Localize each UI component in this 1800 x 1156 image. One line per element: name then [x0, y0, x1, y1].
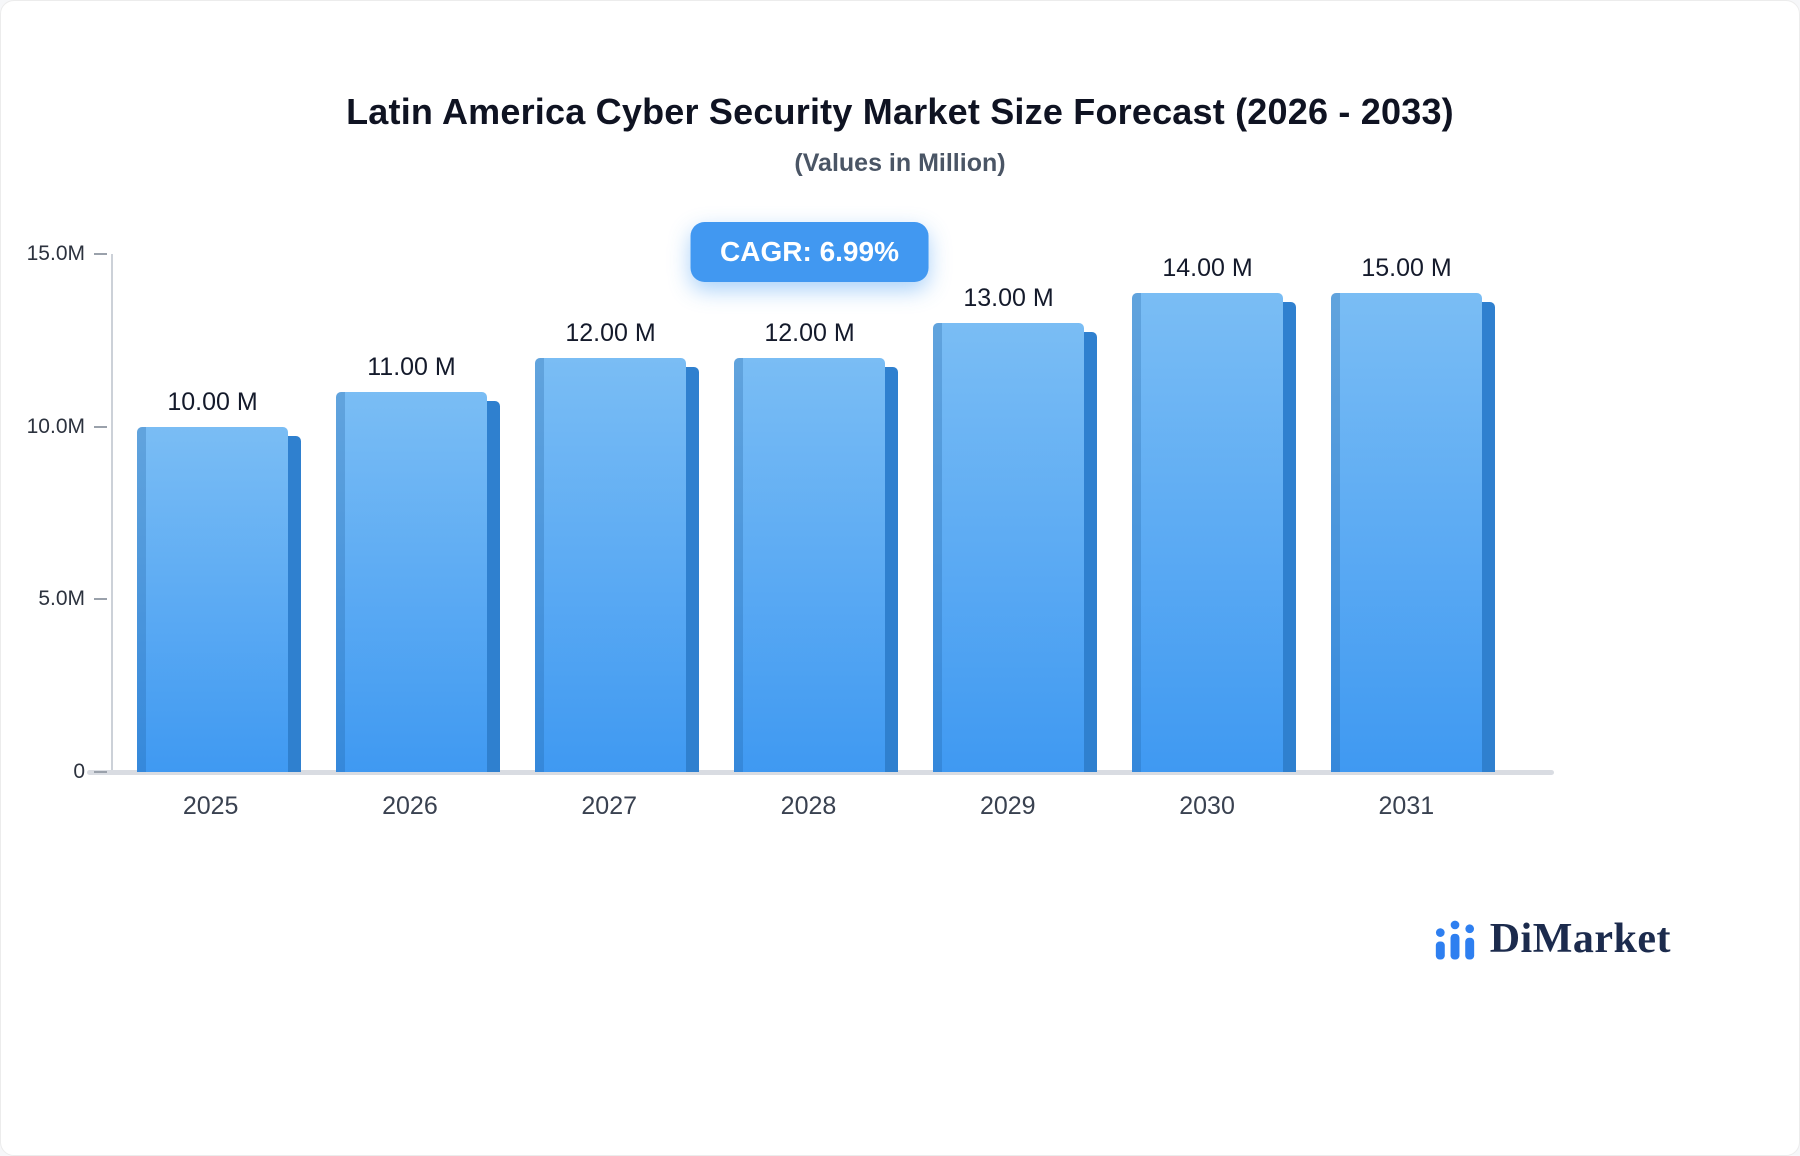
plot-area: CAGR: 6.99% 10.00 M 11.00 M 12.00 M 12.00 M…	[27, 222, 1554, 783]
cagr-badge: CAGR: 6.99%	[690, 222, 929, 282]
bar	[733, 357, 899, 773]
bar-value-label: 14.00 M	[1162, 254, 1253, 282]
chart-title: Latin America Cyber Security Market Size…	[346, 91, 1454, 132]
bar	[534, 357, 700, 773]
x-axis-label: 2027	[581, 792, 638, 820]
y-axis-tick: 5.0M	[1, 587, 107, 611]
chart-subtitle: (Values in Million)	[794, 149, 1006, 177]
x-axis-line	[87, 770, 1554, 775]
y-axis-tick-label: 5.0M	[38, 587, 85, 611]
y-axis-tick-label: 0	[73, 760, 85, 783]
bar-value-label: 10.00 M	[167, 387, 258, 416]
y-axis-tick-mark	[94, 771, 107, 773]
y-axis-tick-mark	[94, 253, 107, 255]
bar-group: 11.00 M	[312, 254, 511, 772]
dimarket-logo: DiMarket	[1432, 915, 1671, 963]
x-axis-label: 2026	[382, 792, 438, 820]
bar	[335, 392, 501, 772]
bar-value-label: 11.00 M	[367, 353, 456, 382]
dimarket-logo-icon	[1435, 920, 1474, 960]
x-axis-label: 2029	[979, 792, 1036, 820]
chart-header: Latin America Cyber Security Market Size…	[1, 1, 1799, 178]
x-axis-label: 2031	[1378, 792, 1435, 820]
bar-value-label: 13.00 M	[963, 284, 1054, 313]
bar-group: 12.00 M	[710, 254, 909, 773]
bars: 10.00 M 11.00 M 12.00 M 12.00 M 13.00 M 14.00…	[113, 254, 1506, 773]
y-axis-tick-mark	[94, 598, 107, 601]
bar-group: 15.00 M	[1307, 254, 1506, 772]
y-axis-tick-mark	[94, 425, 107, 428]
bar	[1131, 293, 1297, 772]
y-axis-tick: 0	[1, 760, 107, 784]
bar-value-label: 12.00 M	[565, 318, 656, 347]
chart-section: CAGR: 6.99% 10.00 M 11.00 M 12.00 M 12.00 M…	[1, 222, 1799, 821]
bar	[1330, 293, 1496, 772]
dimarket-logo-text: DiMarket	[1489, 916, 1671, 962]
bar-group: 12.00 M	[511, 254, 710, 773]
bar-group: 13.00 M	[909, 254, 1108, 772]
bar-group: 14.00 M	[1108, 254, 1307, 772]
bar-group: 10.00 M	[113, 254, 312, 773]
y-axis-tick-label: 10.0M	[26, 414, 85, 438]
bar-value-label: 12.00 M	[764, 318, 855, 347]
x-axis-label: 2030	[1179, 792, 1235, 820]
bar	[932, 323, 1098, 772]
x-axis-label: 2028	[780, 792, 837, 820]
bar-value-label: 15.00 M	[1361, 254, 1452, 282]
y-axis-tick: 15.0M	[1, 242, 107, 266]
y-axis-tick-label: 15.0M	[26, 242, 85, 265]
x-axis-label: 2025	[182, 792, 239, 820]
y-axis-tick: 10.0M	[1, 414, 107, 439]
x-axis-labels: 2025 2026 2027 2028 2029 2030 2031	[111, 792, 1506, 821]
bar	[136, 426, 302, 773]
